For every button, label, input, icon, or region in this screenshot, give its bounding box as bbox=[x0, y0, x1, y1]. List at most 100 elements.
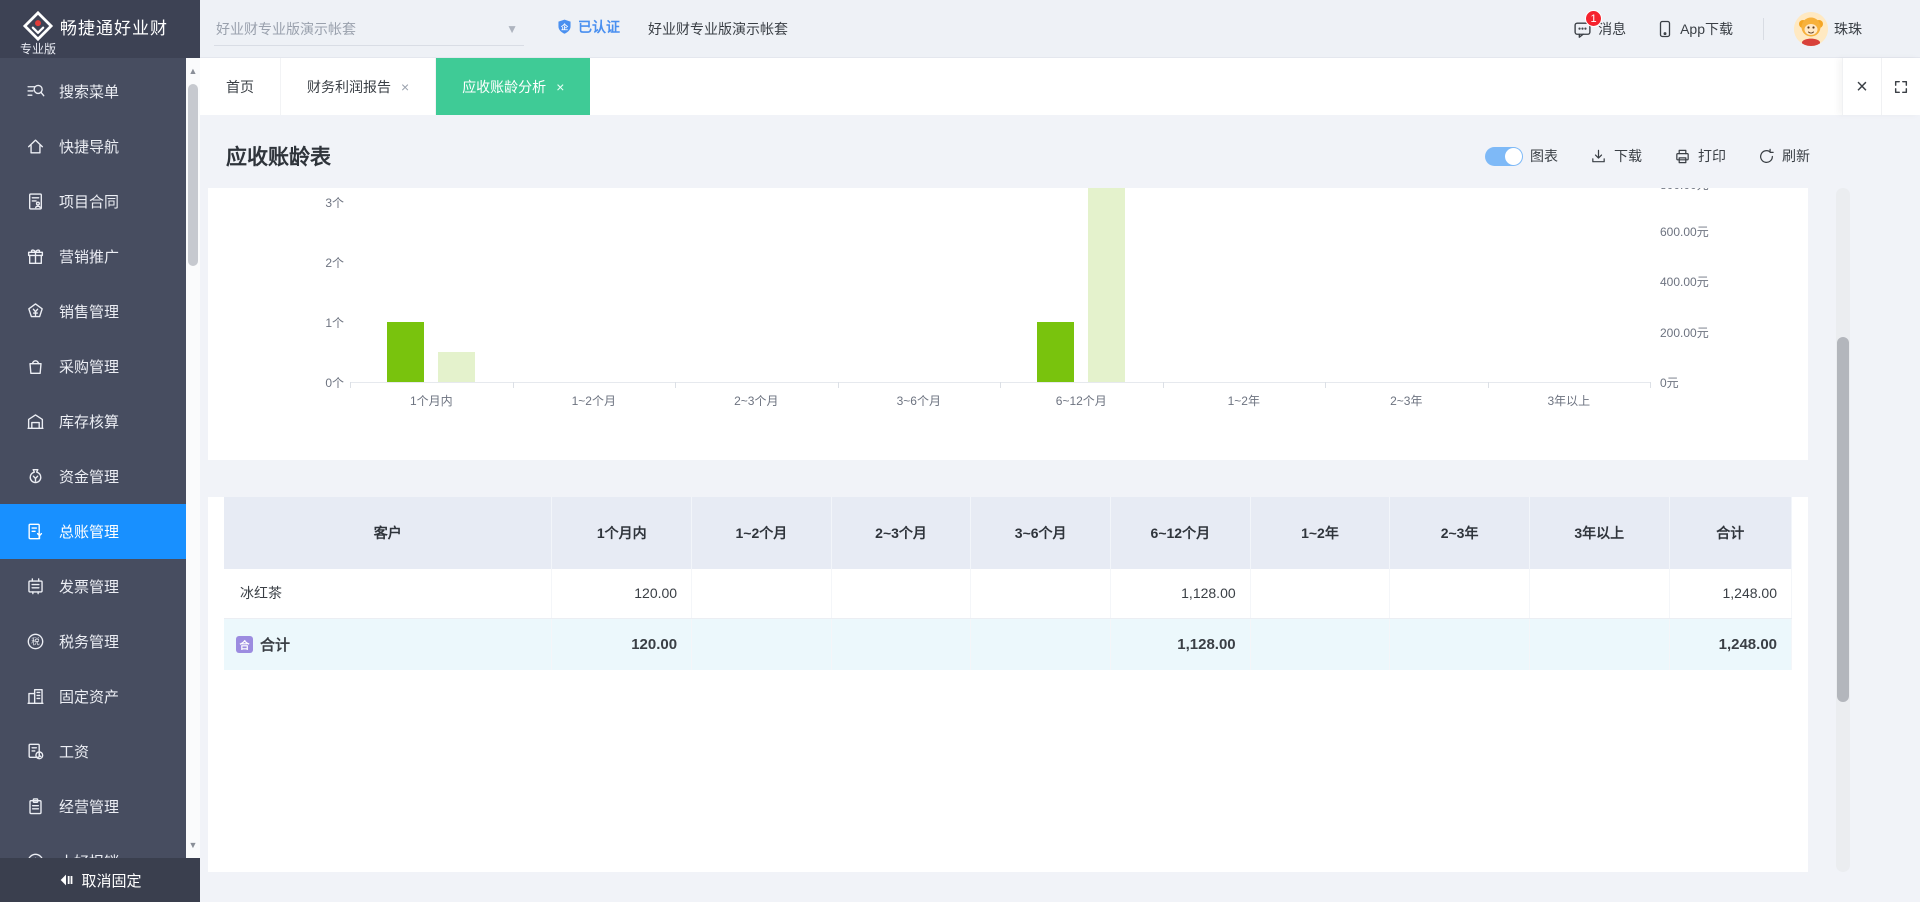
fullscreen-button[interactable] bbox=[1881, 58, 1920, 115]
sidebar-item-搜索菜单[interactable]: 搜索菜单 bbox=[0, 64, 186, 119]
sidebar-item-label: 库存核算 bbox=[59, 414, 120, 431]
chart-toggle[interactable] bbox=[1485, 146, 1523, 166]
bar-元-1个月内[interactable] bbox=[438, 351, 476, 382]
tax-icon: 税 bbox=[26, 632, 45, 651]
sidebar-item-库存核算[interactable]: 库存核算 bbox=[0, 394, 186, 449]
moneybag-icon bbox=[26, 467, 45, 486]
total-amount-cell bbox=[970, 618, 1111, 670]
print-button[interactable]: 打印 bbox=[1674, 146, 1726, 166]
bar-元-6~12个月[interactable] bbox=[1088, 188, 1126, 382]
bar-个-6~12个月[interactable] bbox=[1037, 322, 1075, 382]
account-selector[interactable]: 好业财专业版演示帐套 ▼ bbox=[214, 12, 524, 46]
sidebar-item-label: 税务管理 bbox=[59, 634, 120, 651]
tabbar-window-controls: × bbox=[1842, 58, 1920, 115]
tab-首页[interactable]: 首页 bbox=[200, 58, 281, 115]
sidebar-item-固定资产[interactable]: 固定资产 bbox=[0, 669, 186, 724]
unpin-sidebar-button[interactable]: 取消固定 bbox=[0, 858, 200, 902]
sidebar-item-label: 资金管理 bbox=[59, 469, 120, 486]
message-icon bbox=[1574, 21, 1591, 38]
tabbar: 首页 财务利润报告 × 应收账龄分析 × × bbox=[200, 58, 1920, 115]
x-axis-category-label: 3~6个月 bbox=[896, 394, 941, 408]
sidebar-item-项目合同[interactable]: 项目合同 bbox=[0, 174, 186, 229]
sidebar-item-税务管理[interactable]: 税 税务管理 bbox=[0, 614, 186, 669]
content-scrollbar[interactable] bbox=[1836, 188, 1850, 872]
sidebar-item-资金管理[interactable]: 资金管理 bbox=[0, 449, 186, 504]
total-label-cell: 合合计 bbox=[224, 618, 553, 670]
column-header-2~3个月: 2~3个月 bbox=[831, 497, 972, 569]
sidebar-item-label: 营销推广 bbox=[59, 249, 120, 266]
close-icon: × bbox=[1856, 75, 1868, 98]
column-header-1个月内: 1个月内 bbox=[551, 497, 693, 569]
download-button[interactable]: 下载 bbox=[1590, 146, 1642, 166]
user-menu[interactable]: 珠珠 bbox=[1794, 12, 1862, 46]
x-axis-tick bbox=[512, 382, 514, 388]
sidebar-item-快捷导航[interactable]: 快捷导航 bbox=[0, 119, 186, 174]
sales-icon bbox=[26, 302, 45, 321]
tab-财务利润报告[interactable]: 财务利润报告 × bbox=[281, 58, 437, 115]
x-axis-category-label: 2~3个月 bbox=[734, 394, 779, 408]
refresh-button[interactable]: 刷新 bbox=[1758, 146, 1810, 166]
ledger-icon bbox=[26, 522, 45, 541]
sidebar-item-发票管理[interactable]: 发票管理 bbox=[0, 559, 186, 614]
sidebar-item-小好报销[interactable]: 小好报销 bbox=[0, 834, 186, 858]
report-controls: 图表 下载 打印 刷新 bbox=[1485, 146, 1810, 166]
svg-text:企: 企 bbox=[560, 22, 569, 31]
sidebar-item-label: 经营管理 bbox=[59, 799, 120, 816]
tab-close-icon[interactable]: × bbox=[556, 78, 565, 95]
table-row[interactable]: 冰红茶 120.00 1,128.00 1,248.00 bbox=[224, 569, 1793, 619]
x-axis-tick bbox=[1650, 382, 1651, 388]
scroll-down-icon[interactable]: ▼ bbox=[188, 840, 198, 850]
home-icon bbox=[26, 137, 45, 156]
customer-cell: 冰红茶 bbox=[224, 569, 553, 619]
fullscreen-icon bbox=[1894, 80, 1908, 93]
total-amount-cell bbox=[1529, 618, 1670, 670]
bar-个-1个月内[interactable] bbox=[387, 322, 425, 382]
x-axis-tick bbox=[1325, 382, 1326, 388]
sidebar-item-经营管理[interactable]: 经营管理 bbox=[0, 779, 186, 834]
sidebar-item-label: 搜索菜单 bbox=[59, 84, 120, 101]
download-icon bbox=[1592, 149, 1605, 162]
search-menu-icon bbox=[26, 82, 45, 101]
column-header-1~2个月: 1~2个月 bbox=[691, 497, 832, 569]
total-amount-cell: 1,128.00 bbox=[1110, 618, 1251, 670]
total-amount-cell: 120.00 bbox=[551, 618, 693, 670]
amount-cell bbox=[1389, 569, 1530, 619]
sidebar-menu: 搜索菜单快捷导航 项目合同营销推广销售管理采购管理库存核算资金管理总账管理 发票管理… bbox=[0, 58, 186, 858]
page-title: 应收账龄表 bbox=[226, 146, 331, 169]
user-name: 珠珠 bbox=[1834, 21, 1862, 37]
aging-bar-chart: 3个 2个 1个 0个 800.00元 600.00元 400.00元 200.00元 0元 1个… bbox=[208, 188, 1808, 460]
content-scrollbar-thumb[interactable] bbox=[1837, 337, 1849, 702]
x-axis-tick bbox=[350, 382, 351, 388]
tab-close-icon[interactable]: × bbox=[401, 78, 410, 95]
amount-cell bbox=[831, 569, 972, 619]
close-all-button[interactable]: × bbox=[1842, 58, 1881, 115]
sidebar-item-采购管理[interactable]: 采购管理 bbox=[0, 339, 186, 394]
sidebar-scrollbar-thumb[interactable] bbox=[188, 84, 198, 266]
bag-icon bbox=[26, 357, 45, 376]
account-name: 好业财专业版演示帐套 bbox=[648, 21, 788, 37]
right-axis-tick-label: 0元 bbox=[1660, 376, 1679, 390]
tab-应收账龄分析[interactable]: 应收账龄分析 × bbox=[436, 58, 591, 115]
sidebar-item-销售管理[interactable]: 销售管理 bbox=[0, 284, 186, 339]
sidebar-item-工资[interactable]: 工资 bbox=[0, 724, 186, 779]
sidebar-item-label: 采购管理 bbox=[59, 359, 120, 376]
scroll-up-icon[interactable]: ▲ bbox=[188, 66, 198, 76]
clipboard-icon bbox=[26, 797, 45, 816]
unpin-label: 取消固定 bbox=[81, 872, 142, 890]
messages-button[interactable]: 消息 1 bbox=[1573, 10, 1626, 39]
aging-table: 客户 1个月内 1~2个月 2~3个月 3~6个月 6~12个月 1~2年 2~3年 3年以上合… bbox=[224, 497, 1793, 670]
topbar-right: 消息 1 App下载 珠珠 bbox=[1573, 0, 1862, 58]
amount-cell: 1,128.00 bbox=[1110, 569, 1251, 619]
sidebar-scrollbar[interactable]: ▲ ▼ bbox=[186, 58, 200, 858]
app-download-button[interactable]: App下载 bbox=[1656, 19, 1733, 39]
svg-text:税: 税 bbox=[31, 637, 40, 647]
sidebar-item-总账管理[interactable]: 总账管理 bbox=[0, 504, 186, 559]
avatar bbox=[1794, 12, 1828, 46]
sidebar-item-营销推广[interactable]: 营销推广 bbox=[0, 229, 186, 284]
messages-count-badge: 1 bbox=[1585, 10, 1603, 27]
verified-badge-label: 已认证 bbox=[578, 19, 620, 35]
left-axis-tick-label: 1个 bbox=[325, 316, 344, 330]
amount-cell bbox=[691, 569, 832, 619]
right-axis-tick-label: 400.00元 bbox=[1660, 275, 1709, 289]
total-amount-cell bbox=[831, 618, 972, 670]
